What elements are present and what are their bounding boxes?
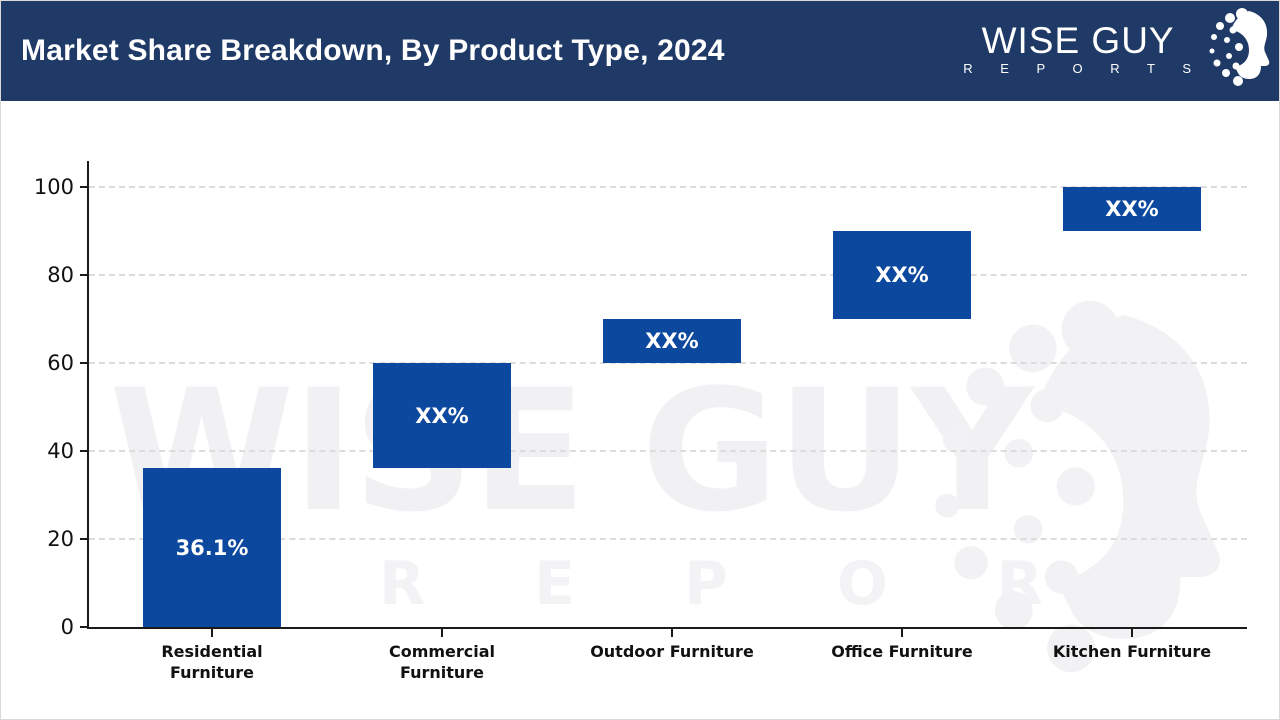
y-axis-tick — [80, 538, 89, 540]
x-axis-line — [87, 627, 1247, 629]
y-axis-tick — [80, 274, 89, 276]
logo-tagline: R E P O R T S — [963, 61, 1203, 77]
x-axis-tick — [441, 629, 443, 637]
y-axis-tick-label: 100 — [33, 175, 74, 199]
bar-segment: XX% — [603, 319, 741, 363]
y-axis-tick-label: 40 — [47, 439, 74, 463]
x-axis-tick — [901, 629, 903, 637]
logo-text: WISE GUY R E P O R T S — [953, 19, 1203, 77]
bar-segment: XX% — [373, 363, 511, 469]
y-axis-tick-label: 0 — [60, 615, 74, 639]
y-axis-tick — [80, 362, 89, 364]
x-axis-category-label: Office Furniture — [831, 642, 973, 661]
x-axis-category-label: Commercial Furniture — [388, 642, 496, 682]
gridline — [89, 362, 1247, 364]
gridline — [89, 186, 1247, 188]
x-axis-tick — [1131, 629, 1133, 637]
x-axis-category-label: Kitchen Furniture — [1052, 642, 1212, 661]
bar-value-label: XX% — [645, 329, 699, 353]
x-axis-tick — [671, 629, 673, 637]
x-axis-category-label: Residential Furniture — [161, 642, 263, 682]
y-axis-tick — [80, 186, 89, 188]
logo-wordmark: WISE GUY — [981, 19, 1175, 61]
gridline — [89, 450, 1247, 452]
gridline — [89, 274, 1247, 276]
y-axis-line — [87, 161, 89, 629]
y-axis-tick-label: 80 — [47, 263, 74, 287]
gridline — [89, 538, 1247, 540]
bar-value-label: XX% — [875, 263, 929, 287]
bar-segment: XX% — [833, 231, 971, 319]
bar-value-label: XX% — [415, 403, 469, 428]
bar-value-label: 36.1% — [175, 535, 249, 560]
bar-segment: 36.1% — [143, 468, 281, 627]
x-axis-tick — [211, 629, 213, 637]
waterfall-chart: WISE GUY R E P O R T S 36.1%XX%XX%XX%XX%… — [1, 101, 1279, 719]
bar-value-label: XX% — [1105, 197, 1159, 221]
wise-guy-logo: WISE GUY R E P O R T S — [953, 7, 1271, 91]
header-bar: Market Share Breakdown, By Product Type,… — [1, 1, 1279, 101]
y-axis-tick — [80, 450, 89, 452]
y-axis-tick-label: 60 — [47, 351, 74, 375]
page-title: Market Share Breakdown, By Product Type,… — [21, 34, 725, 67]
y-axis-tick-label: 20 — [47, 527, 74, 551]
wise-guy-face-icon — [1209, 8, 1270, 86]
bar-segment: XX% — [1063, 187, 1201, 231]
y-axis-tick — [80, 626, 89, 628]
x-axis-category-label: Outdoor Furniture — [590, 642, 754, 661]
watermark-face-icon — [935, 300, 1220, 673]
